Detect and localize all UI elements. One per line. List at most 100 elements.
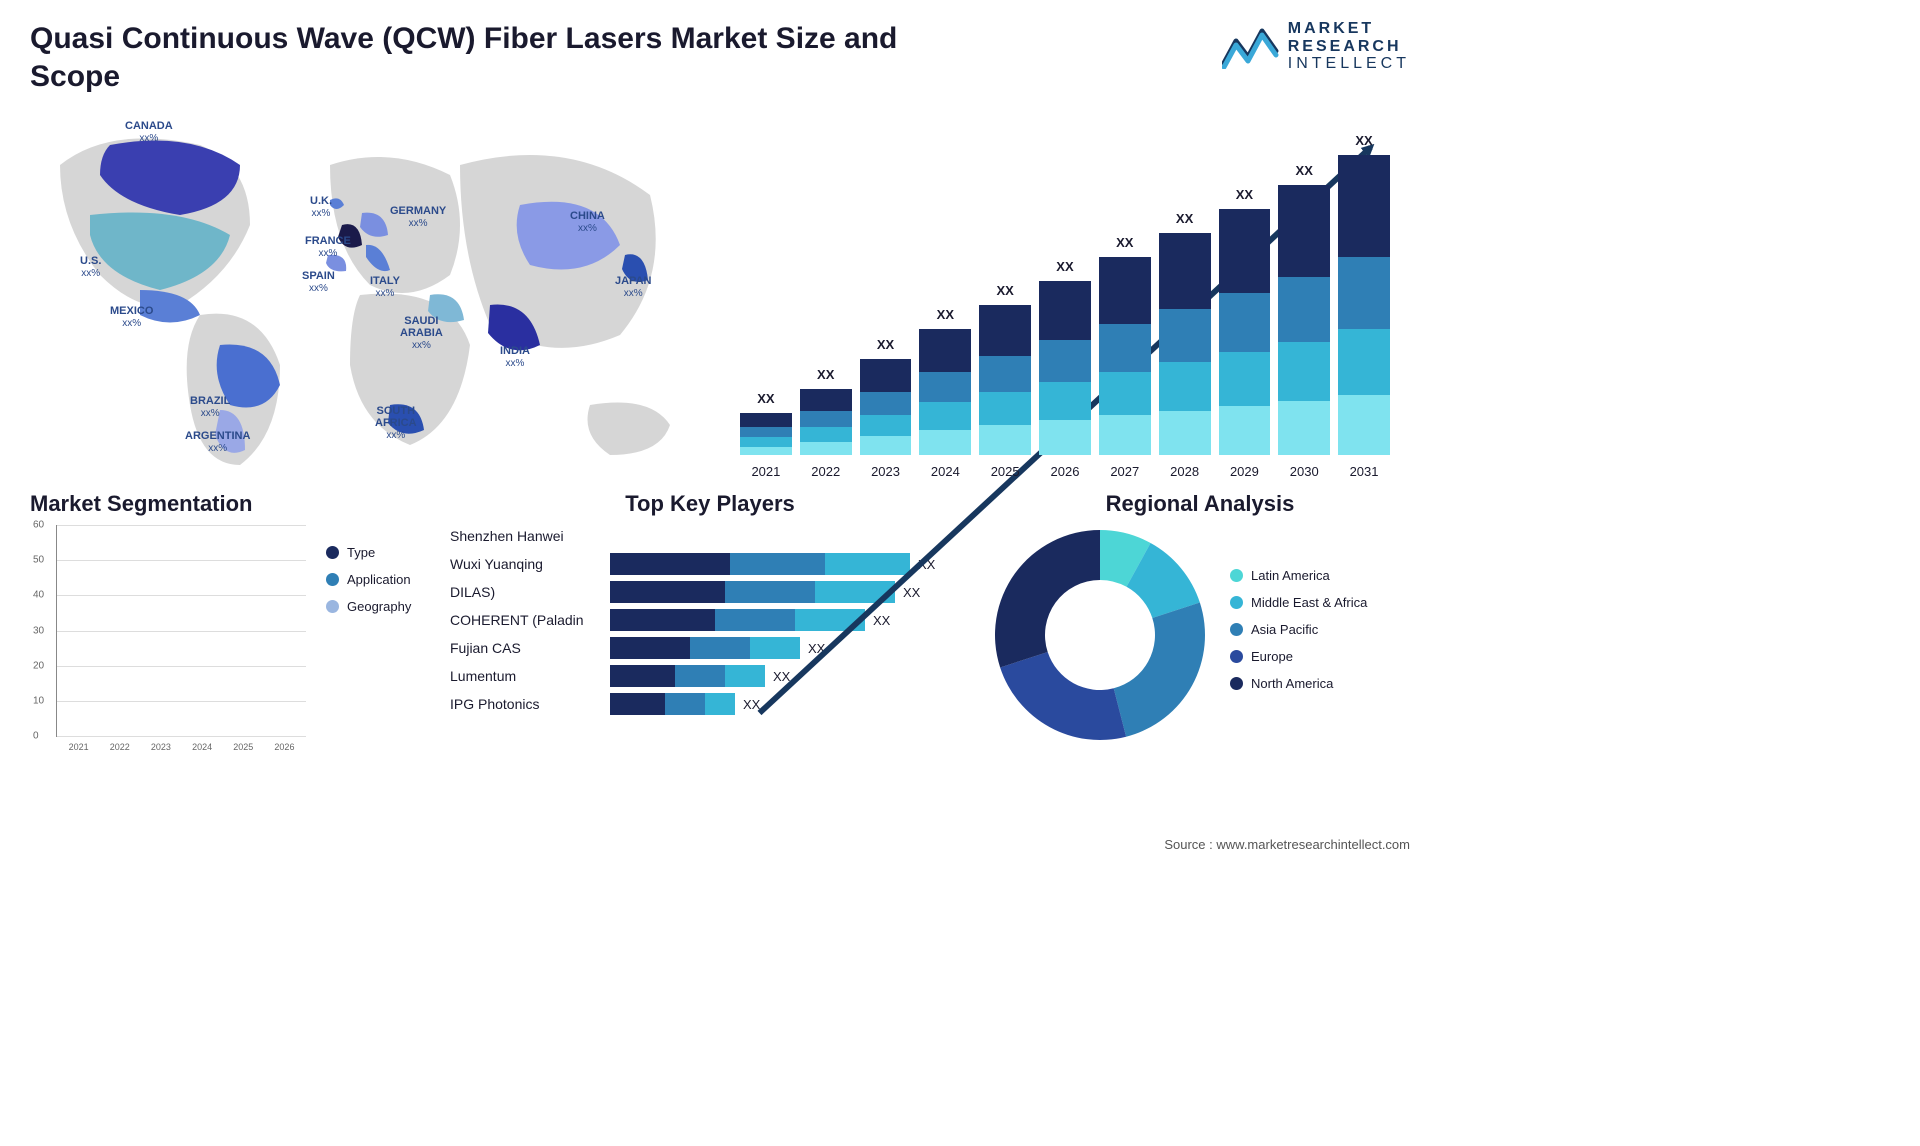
- donut-slice: [995, 530, 1100, 667]
- growth-xaxis-label: 2027: [1099, 464, 1151, 479]
- regional-donut: [990, 525, 1210, 745]
- segmentation-panel: Market Segmentation 0102030405060 202120…: [30, 491, 430, 755]
- map-label: CANADAxx%: [125, 120, 173, 144]
- map-label: FRANCExx%: [305, 235, 351, 259]
- player-row: Wuxi YuanqingXX: [450, 553, 970, 575]
- player-name: IPG Photonics: [450, 696, 600, 712]
- page-title: Quasi Continuous Wave (QCW) Fiber Lasers…: [30, 20, 930, 95]
- seg-ytick: 20: [33, 660, 44, 671]
- map-label: MEXICOxx%: [110, 305, 153, 329]
- growth-bar-label: XX: [1338, 133, 1390, 148]
- player-row: IPG Photonics XX: [450, 693, 970, 715]
- player-value: XX: [808, 641, 825, 656]
- growth-bar-label: XX: [919, 307, 971, 322]
- growth-xaxis-label: 2026: [1039, 464, 1091, 479]
- legend-item: North America: [1230, 676, 1410, 691]
- player-name: Fujian CAS: [450, 640, 600, 656]
- map-label: U.K.xx%: [310, 195, 332, 219]
- donut-slice: [1114, 603, 1205, 737]
- map-label: BRAZILxx%: [190, 395, 230, 419]
- map-label: SAUDIARABIAxx%: [400, 315, 443, 351]
- map-label: JAPANxx%: [615, 275, 651, 299]
- legend-item: Asia Pacific: [1230, 622, 1410, 637]
- growth-bar: XX: [919, 329, 971, 455]
- map-label: SOUTHAFRICAxx%: [375, 405, 417, 441]
- legend-item: Application: [326, 572, 430, 587]
- growth-bar: XX: [860, 359, 912, 455]
- legend-item: Latin America: [1230, 568, 1410, 583]
- seg-ytick: 50: [33, 555, 44, 566]
- segmentation-legend: TypeApplicationGeography: [306, 525, 430, 755]
- world-map-svg: [30, 105, 690, 485]
- growth-bar-label: XX: [860, 337, 912, 352]
- seg-ytick: 0: [33, 731, 39, 742]
- growth-bar: XX: [979, 305, 1031, 455]
- growth-xaxis-label: 2021: [740, 464, 792, 479]
- player-bar: [610, 553, 910, 575]
- regional-title: Regional Analysis: [990, 491, 1410, 517]
- player-value: XX: [743, 697, 760, 712]
- seg-ytick: 10: [33, 695, 44, 706]
- map-label: ARGENTINAxx%: [185, 430, 250, 454]
- growth-bar-label: XX: [1219, 187, 1271, 202]
- growth-xaxis-label: 2024: [919, 464, 971, 479]
- growth-bar: XX: [740, 413, 792, 455]
- map-label: GERMANYxx%: [390, 205, 446, 229]
- growth-bar-label: XX: [1039, 259, 1091, 274]
- player-value: XX: [773, 669, 790, 684]
- player-value: XX: [903, 585, 920, 600]
- brand-logo: MARKET RESEARCH INTELLECT: [1222, 20, 1410, 73]
- growth-bar: XX: [1278, 185, 1330, 455]
- map-label: INDIAxx%: [500, 345, 530, 369]
- player-name: DILAS): [450, 584, 600, 600]
- donut-slice: [1000, 652, 1126, 740]
- player-row: Fujian CAS XX: [450, 637, 970, 659]
- player-name: Lumentum: [450, 668, 600, 684]
- map-label: U.S.xx%: [80, 255, 101, 279]
- logo-line2: RESEARCH: [1288, 38, 1410, 56]
- regional-panel: Regional Analysis Latin AmericaMiddle Ea…: [990, 491, 1410, 755]
- legend-item: Geography: [326, 599, 430, 614]
- player-bar: [610, 637, 800, 659]
- player-bar: [610, 581, 895, 603]
- growth-bar-label: XX: [800, 367, 852, 382]
- map-label: CHINAxx%: [570, 210, 605, 234]
- growth-xaxis-label: 2030: [1278, 464, 1330, 479]
- growth-bar-label: XX: [1099, 235, 1151, 250]
- player-bar: [610, 609, 865, 631]
- growth-xaxis-label: 2028: [1159, 464, 1211, 479]
- growth-xaxis-label: 2025: [979, 464, 1031, 479]
- growth-xaxis-label: 2022: [800, 464, 852, 479]
- seg-xaxis-label: 2024: [185, 742, 220, 752]
- player-bar: [610, 665, 765, 687]
- growth-xaxis-label: 2029: [1219, 464, 1271, 479]
- player-name: Shenzhen Hanwei: [450, 528, 600, 544]
- seg-ytick: 60: [33, 520, 44, 531]
- growth-xaxis-label: 2023: [860, 464, 912, 479]
- growth-bar: XX: [800, 389, 852, 455]
- brand-logo-mark: [1222, 23, 1280, 69]
- logo-line3: INTELLECT: [1288, 55, 1410, 73]
- growth-bar: XX: [1338, 155, 1390, 455]
- players-title: Top Key Players: [450, 491, 970, 517]
- player-row: Shenzhen Hanwei: [450, 525, 970, 547]
- source-attribution: Source : www.marketresearchintellect.com: [1164, 837, 1410, 852]
- growth-bar-label: XX: [1278, 163, 1330, 178]
- growth-bar: XX: [1039, 281, 1091, 455]
- growth-bar: XX: [1159, 233, 1211, 455]
- segmentation-title: Market Segmentation: [30, 491, 430, 517]
- players-panel: Top Key Players Shenzhen Hanwei Wuxi Yuan…: [450, 491, 970, 755]
- map-label: SPAINxx%: [302, 270, 335, 294]
- growth-bar: XX: [1099, 257, 1151, 455]
- growth-bar-label: XX: [1159, 211, 1211, 226]
- world-map: CANADAxx% U.S.xx% MEXICOxx% BRAZILxx% ARGENT…: [30, 105, 690, 485]
- seg-ytick: 40: [33, 590, 44, 601]
- seg-xaxis-label: 2023: [143, 742, 178, 752]
- legend-item: Europe: [1230, 649, 1410, 664]
- player-bar: [610, 693, 735, 715]
- player-row: COHERENT (PaladinXX: [450, 609, 970, 631]
- map-label: ITALYxx%: [370, 275, 400, 299]
- player-value: XX: [873, 613, 890, 628]
- growth-xaxis-label: 2031: [1338, 464, 1390, 479]
- seg-ytick: 30: [33, 625, 44, 636]
